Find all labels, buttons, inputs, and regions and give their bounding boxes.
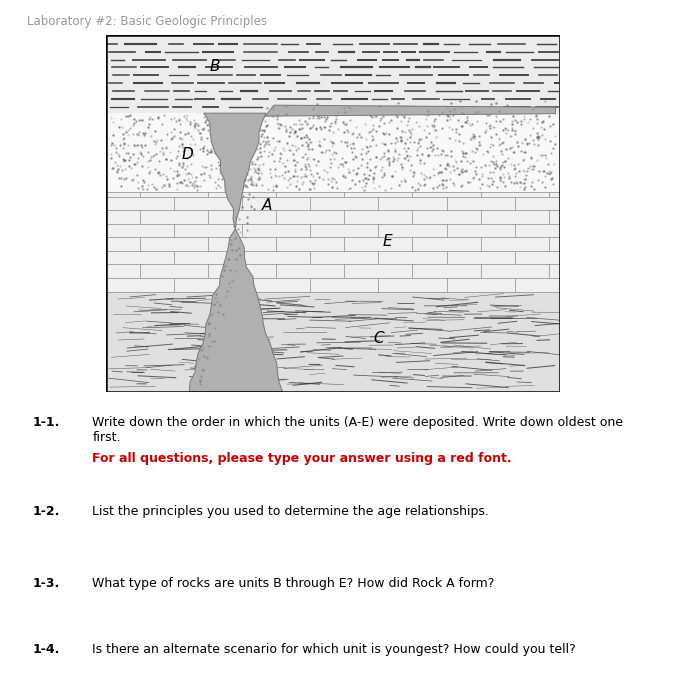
Polygon shape — [265, 105, 555, 116]
Polygon shape — [189, 113, 283, 392]
Text: 1-1.: 1-1. — [32, 416, 59, 429]
Text: 1-4.: 1-4. — [32, 643, 59, 656]
Bar — [106, 113, 560, 192]
Text: List the principles you used to determine the age relationships.: List the principles you used to determin… — [92, 505, 489, 518]
Text: B: B — [210, 60, 220, 74]
Bar — [106, 35, 560, 113]
Text: C: C — [373, 331, 384, 346]
Text: E: E — [382, 234, 392, 249]
Text: 1-2.: 1-2. — [32, 505, 59, 518]
Text: Is there an alternate scenario for which unit is youngest? How could you tell?: Is there an alternate scenario for which… — [92, 643, 576, 656]
Text: A: A — [262, 198, 273, 213]
Text: 1-3.: 1-3. — [32, 577, 59, 590]
Bar — [106, 292, 560, 392]
Text: Laboratory #2: Basic Geologic Principles: Laboratory #2: Basic Geologic Principles — [27, 15, 267, 28]
Text: For all questions, please type your answer using a red font.: For all questions, please type your answ… — [92, 452, 512, 465]
Text: What type of rocks are units B through E? How did Rock A form?: What type of rocks are units B through E… — [92, 577, 494, 590]
Text: Write down the order in which the units (A-E) were deposited. Write down oldest : Write down the order in which the units … — [92, 416, 623, 444]
Bar — [106, 192, 560, 292]
Text: D: D — [182, 147, 193, 161]
